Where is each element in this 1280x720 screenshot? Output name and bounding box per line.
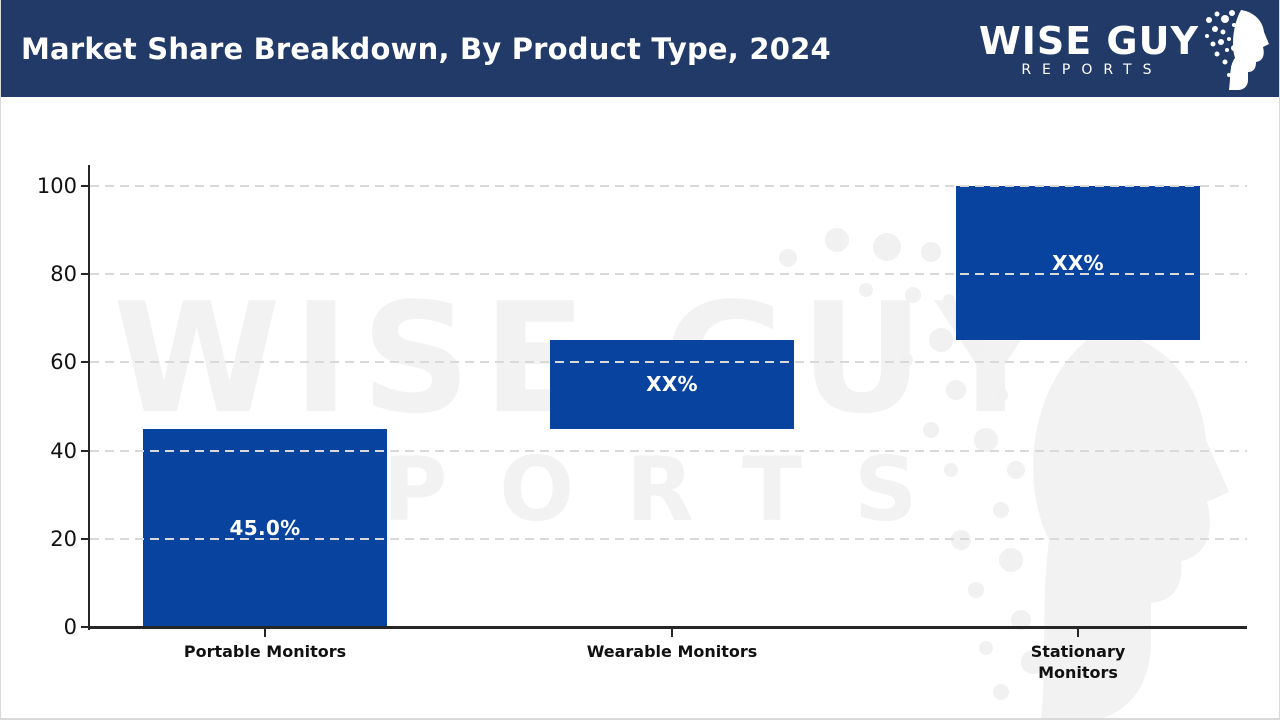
wiseguy-face-icon — [1205, 10, 1269, 90]
xtick-mark-2 — [671, 629, 673, 637]
wiseguy-logo: WISE GUY REPORTS — [979, 4, 1269, 94]
header: Market Share Breakdown, By Product Type,… — [1, 0, 1279, 97]
gridline-y80 — [90, 273, 1247, 276]
ytick-label-0: 0 — [63, 615, 77, 639]
gridline-y100 — [90, 185, 1247, 187]
y-axis-line — [88, 165, 90, 630]
ytick-mark-20 — [81, 537, 89, 540]
ytick-mark-60 — [81, 361, 89, 364]
bar-stationary-monitors: XX% — [956, 186, 1200, 341]
ytick-label-80: 80 — [50, 262, 77, 287]
ytick-mark-80 — [81, 273, 89, 276]
ytick-label-40: 40 — [50, 438, 77, 463]
xaxis-label-wearable-monitors: Wearable Monitors — [586, 642, 758, 661]
ytick-mark-40 — [81, 449, 89, 452]
wiseguy-logo-text: WISE GUY REPORTS — [979, 22, 1199, 77]
x-axis-line — [88, 626, 1247, 629]
page-title: Market Share Breakdown, By Product Type,… — [21, 31, 831, 66]
xaxis-label-portable-monitors: Portable Monitors — [183, 642, 347, 661]
bar-portable-monitors: 45.0% — [143, 428, 387, 627]
ytick-mark-0 — [81, 626, 89, 628]
gridline-y60 — [90, 361, 1247, 364]
ytick-label-100: 100 — [36, 174, 77, 198]
bar-wearable-monitors: XX% — [550, 340, 794, 429]
xaxis-label-stationary-monitors: Stationary Monitors — [1030, 642, 1126, 682]
logo-wiseguy-label: WISE GUY — [978, 18, 1199, 63]
bar-value-label: XX% — [1052, 251, 1104, 276]
xtick-mark-1 — [264, 629, 266, 637]
bar-value-label: 45.0% — [229, 515, 301, 540]
ytick-mark-100 — [81, 185, 89, 187]
gridline-y40 — [90, 449, 1247, 452]
bar-value-label: XX% — [646, 372, 698, 397]
ytick-label-20: 20 — [50, 526, 77, 551]
gridline-y20 — [90, 537, 1247, 540]
ytick-label-60: 60 — [50, 350, 77, 375]
logo-reports-label: REPORTS — [1021, 61, 1163, 78]
